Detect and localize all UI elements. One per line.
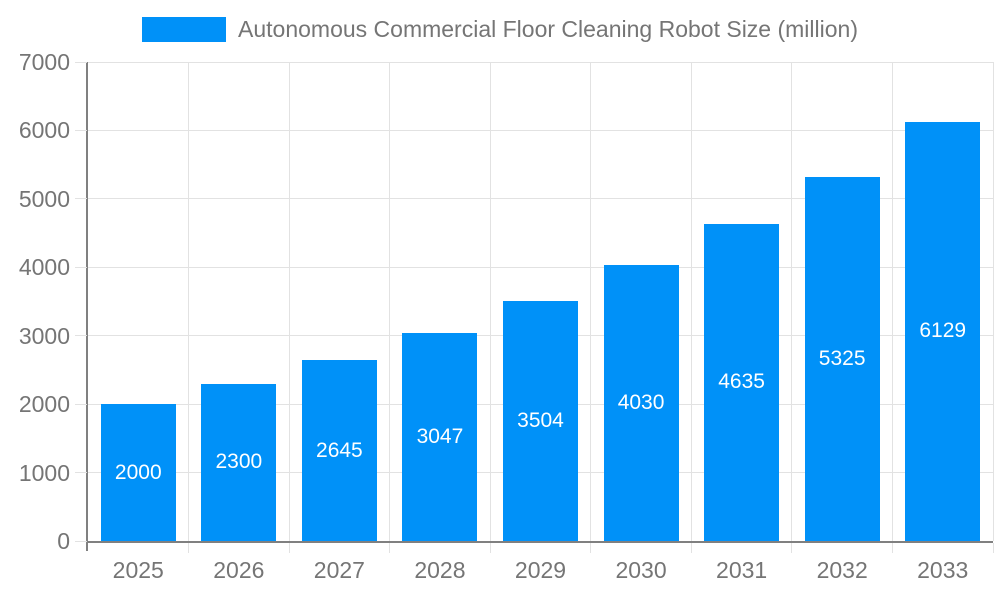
y-tick-mark: [75, 266, 87, 268]
gridline-vertical: [791, 62, 793, 541]
y-tick-label: 3000: [18, 322, 70, 349]
y-tick-mark: [75, 61, 87, 63]
x-tick-mark: [992, 543, 994, 553]
y-tick-label: 6000: [18, 117, 70, 144]
gridline-vertical: [690, 62, 692, 541]
x-tick-mark: [891, 543, 893, 553]
x-tick-label: 2032: [816, 557, 868, 583]
bar-2026: 2300: [201, 383, 277, 541]
bar-2025: 2000: [100, 404, 176, 541]
x-tick-label: 2029: [514, 557, 567, 583]
y-tick-label: 1000: [18, 459, 70, 486]
plot-area: 2000 2300 2645 3047 3504 4030 4635 5325 6129: [86, 61, 994, 551]
x-tick-mark: [489, 543, 491, 553]
gridline-vertical: [288, 62, 290, 541]
bar-2032: 5325: [804, 176, 880, 541]
bar-2028: 3047: [402, 332, 478, 541]
y-tick-label: 0: [57, 528, 70, 554]
x-tick-mark: [188, 543, 190, 553]
y-tick-mark: [75, 472, 87, 474]
x-tick-label: 2033: [917, 557, 969, 583]
x-axis-line: [86, 541, 993, 543]
bar-value-label: 2300: [215, 450, 263, 474]
x-tick-mark: [590, 543, 592, 553]
bar-value-label: 3047: [416, 424, 464, 448]
gridline-vertical: [590, 62, 592, 541]
x-tick-label: 2026: [213, 557, 265, 583]
y-tick-mark: [75, 129, 87, 131]
gridline-vertical: [489, 62, 491, 541]
x-tick-mark: [288, 543, 290, 553]
bar-value-label: 5325: [818, 346, 866, 370]
gridline-vertical: [188, 62, 190, 541]
gridline-horizontal: [88, 129, 993, 131]
x-tick-label: 2031: [716, 557, 768, 583]
legend-label: Autonomous Commercial Floor Cleaning Rob…: [238, 16, 858, 42]
gridline-horizontal: [88, 61, 993, 63]
bar-value-label: 2645: [316, 438, 363, 462]
y-tick-mark: [75, 403, 87, 405]
y-tick-mark: [75, 335, 87, 337]
bar-value-label: 2000: [114, 460, 162, 484]
gridline-vertical: [992, 62, 994, 541]
bar-2029: 3504: [503, 301, 578, 541]
gridline-horizontal: [88, 266, 993, 268]
y-axis-line: [86, 62, 88, 551]
y-tick-label: 5000: [18, 185, 70, 212]
y-tick-mark: [75, 540, 87, 542]
x-tick-label: 2025: [112, 557, 164, 583]
gridline-vertical: [891, 62, 893, 541]
x-tick-label: 2030: [615, 557, 667, 583]
bar-2031: 4635: [704, 223, 780, 541]
y-tick-mark: [75, 198, 87, 200]
bar-2033: 6129: [905, 121, 981, 541]
bar-2030: 4030: [603, 265, 679, 541]
bar-value-label: 6129: [919, 319, 967, 343]
x-tick-mark: [690, 543, 692, 553]
x-tick-label: 2027: [313, 557, 365, 583]
x-tick-mark: [791, 543, 793, 553]
bar-value-label: 3504: [517, 409, 564, 433]
bar-2027: 2645: [301, 360, 377, 541]
gridline-vertical: [389, 62, 391, 541]
bar-value-label: 4635: [718, 370, 765, 394]
x-tick-mark: [389, 543, 391, 553]
legend: Autonomous Commercial Floor Cleaning Rob…: [0, 16, 1000, 43]
gridline-horizontal: [88, 198, 993, 200]
y-tick-label: 7000: [18, 49, 70, 75]
legend-swatch: [142, 17, 227, 42]
y-tick-label: 2000: [18, 391, 70, 418]
x-tick-label: 2028: [414, 557, 466, 583]
bar-value-label: 4030: [617, 391, 665, 415]
y-tick-label: 4000: [18, 254, 70, 281]
